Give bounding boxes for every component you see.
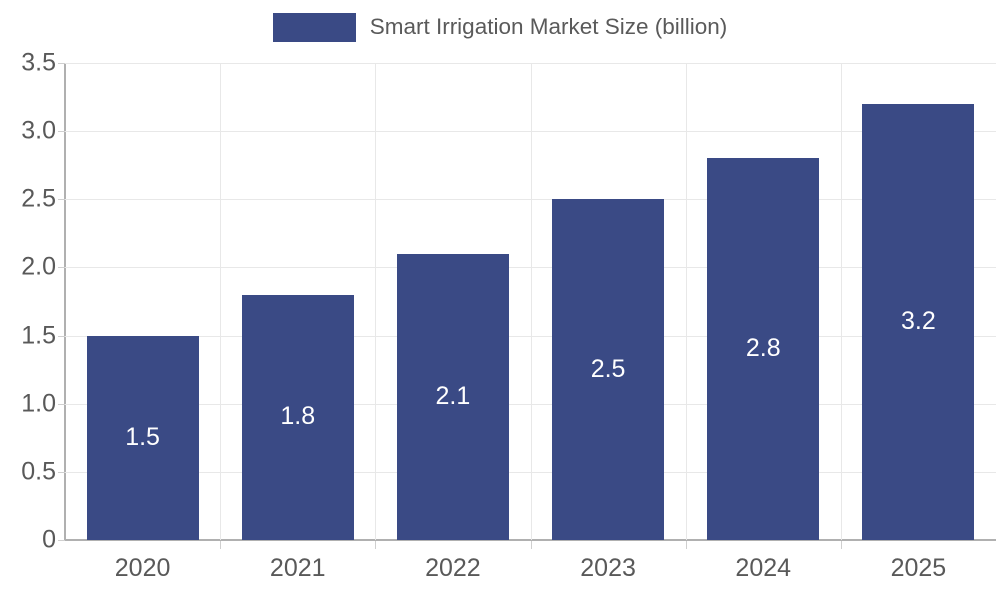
bar-value-label: 1.8: [280, 402, 316, 431]
x-axis-tick-mark: [530, 541, 532, 549]
y-axis-tick-label: 2.5: [21, 184, 56, 213]
bar[interactable]: 1.5: [86, 335, 199, 540]
y-axis-tick-label: 2.0: [21, 252, 56, 281]
y-axis-tick-mark: [58, 131, 65, 133]
y-axis-line: [64, 63, 66, 541]
bar[interactable]: 1.8: [241, 294, 354, 540]
x-axis-line: [64, 539, 996, 541]
y-axis-tick-label: 3.0: [21, 116, 56, 145]
bar-value-label: 3.2: [901, 306, 936, 335]
y-axis-tick-labels: 0 0.5 1.0 1.5 2.0 2.5 3.0 3.5: [0, 0, 56, 600]
plot-area: 1.5 1.8 2.1 2.5 2.8 3.2: [65, 63, 996, 540]
bar[interactable]: 2.8: [707, 158, 820, 540]
gridline-vertical: [375, 63, 377, 540]
bar[interactable]: 3.2: [862, 103, 975, 540]
y-axis-tick-label: 0: [42, 525, 56, 554]
bar-value-label: 1.5: [125, 422, 160, 451]
y-axis-tick-mark: [58, 199, 65, 201]
y-axis-tick-mark: [58, 471, 65, 473]
y-axis-tick-mark: [58, 335, 65, 337]
bar[interactable]: 2.1: [396, 253, 509, 540]
bar-value-label: 2.1: [435, 381, 471, 410]
legend-entry-label: Smart Irrigation Market Size (billion): [369, 13, 728, 39]
gridline-vertical: [685, 63, 687, 540]
x-axis-tick-mark: [375, 541, 377, 549]
bar-value-label: 2.8: [745, 334, 781, 363]
y-axis-tick-mark: [58, 540, 65, 541]
x-axis-tick-label: 2025: [890, 554, 947, 582]
y-axis-tick-label: 1.0: [21, 389, 56, 418]
x-axis-tick-mark: [685, 541, 687, 549]
legend-entry[interactable]: Smart Irrigation Market Size (billion): [272, 12, 728, 42]
bar[interactable]: 2.5: [552, 199, 665, 540]
x-axis-tick-label: 2024: [735, 554, 792, 582]
x-axis-tick-mark: [220, 541, 222, 549]
y-axis-tick-label: 0.5: [21, 457, 56, 486]
gridline-vertical: [220, 63, 222, 540]
y-axis-tick-mark: [58, 403, 65, 405]
y-axis-tick-mark: [58, 267, 65, 269]
x-axis-tick-label: 2023: [580, 554, 636, 582]
chart-legend: Smart Irrigation Market Size (billion): [0, 0, 1000, 54]
x-axis-tick-label: 2022: [425, 554, 481, 582]
y-axis-tick-label: 3.5: [21, 48, 56, 77]
gridline-vertical: [840, 63, 842, 540]
x-axis-tick-label: 2020: [114, 554, 171, 582]
x-axis-tick-label: 2021: [269, 554, 326, 582]
legend-color-swatch: [272, 12, 356, 42]
x-axis-tick-mark: [840, 541, 842, 549]
gridline-vertical: [530, 63, 532, 540]
bar-value-label: 2.5: [590, 354, 626, 383]
y-axis-tick-mark: [58, 63, 65, 64]
y-axis-tick-label: 1.5: [21, 321, 56, 350]
